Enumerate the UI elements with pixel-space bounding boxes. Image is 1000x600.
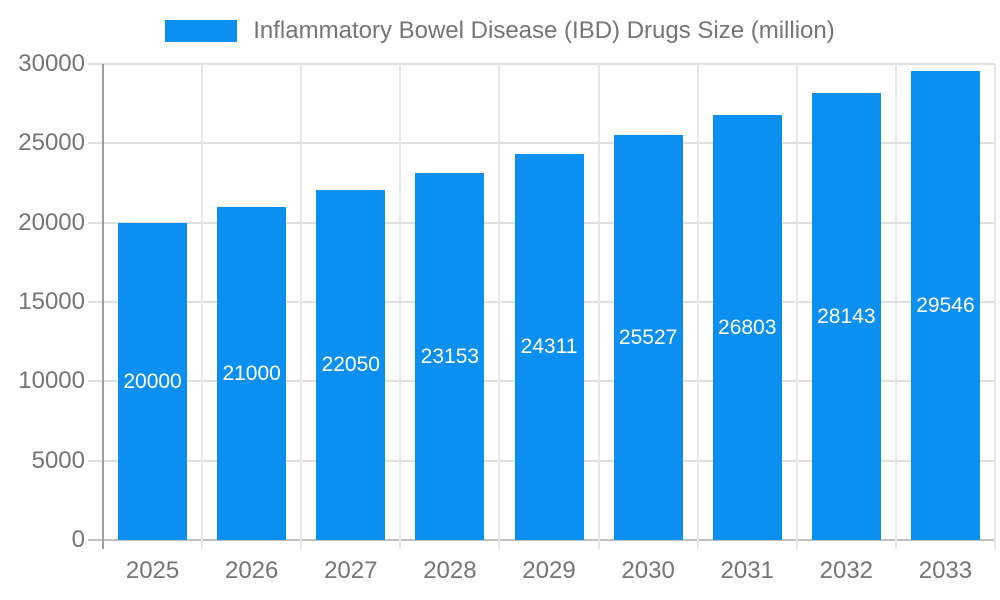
bar-value-label: 28143 (817, 304, 876, 328)
x-axis-tick-label: 2025 (125, 557, 180, 584)
gridline-vertical (994, 64, 996, 549)
bar-2027[interactable]: 22050 (316, 190, 386, 540)
gridline-vertical (300, 64, 303, 549)
y-axis-tick-label: 0 (71, 526, 85, 553)
y-axis-tick-label: 15000 (18, 288, 85, 315)
bar-value-label: 29546 (916, 293, 975, 317)
bar-value-label: 24311 (520, 335, 578, 358)
bar-2030[interactable]: 25527 (613, 135, 683, 540)
x-axis-tick-label: 2030 (621, 557, 675, 584)
y-axis-tick-label: 30000 (18, 50, 85, 77)
x-axis-tick-label: 2027 (324, 557, 378, 584)
x-axis-tick-label: 2026 (224, 557, 279, 584)
gridline-horizontal (88, 142, 995, 145)
x-axis-tick-label: 2031 (720, 557, 774, 584)
bar-2026[interactable]: 21000 (217, 207, 287, 540)
legend-swatch-icon (165, 20, 238, 42)
bar-value-label: 21000 (222, 361, 281, 385)
y-axis-tick-label: 25000 (18, 129, 85, 157)
bar-value-label: 20000 (123, 369, 182, 393)
y-axis-tick-label: 20000 (18, 208, 85, 236)
gridline-vertical (201, 64, 204, 549)
bar-2029[interactable]: 24311 (514, 154, 584, 540)
gridline-vertical (894, 64, 897, 549)
bar-2031[interactable]: 26803 (712, 115, 782, 540)
y-axis-line (102, 64, 104, 549)
bar-2025[interactable]: 20000 (118, 223, 188, 540)
x-axis-baseline (88, 539, 995, 541)
bar-2032[interactable]: 28143 (811, 93, 881, 540)
y-axis-tick-label: 10000 (18, 367, 85, 395)
gridline-vertical (399, 64, 402, 549)
gridline-horizontal (88, 63, 995, 65)
x-axis-tick-label: 2032 (819, 557, 874, 584)
gridline-vertical (696, 64, 699, 549)
bar-value-label: 23153 (420, 344, 480, 368)
x-axis-tick-label: 2033 (918, 557, 973, 584)
y-axis-tick-label: 5000 (31, 446, 85, 474)
gridline-vertical (795, 64, 798, 549)
legend-label: Inflammatory Bowel Disease (IBD) Drugs S… (253, 17, 835, 44)
bar-value-label: 26803 (718, 315, 777, 339)
bar-value-label: 22050 (321, 353, 380, 376)
bar-value-label: 25527 (618, 325, 678, 349)
bar-2033[interactable]: 29546 (910, 71, 980, 540)
gridline-vertical (597, 64, 600, 549)
legend: Inflammatory Bowel Disease (IBD) Drugs S… (0, 16, 1000, 46)
x-axis-tick-label: 2029 (522, 557, 576, 584)
bar-2028[interactable]: 23153 (415, 173, 485, 540)
gridline-vertical (498, 64, 501, 549)
x-axis-tick-label: 2028 (423, 557, 477, 584)
